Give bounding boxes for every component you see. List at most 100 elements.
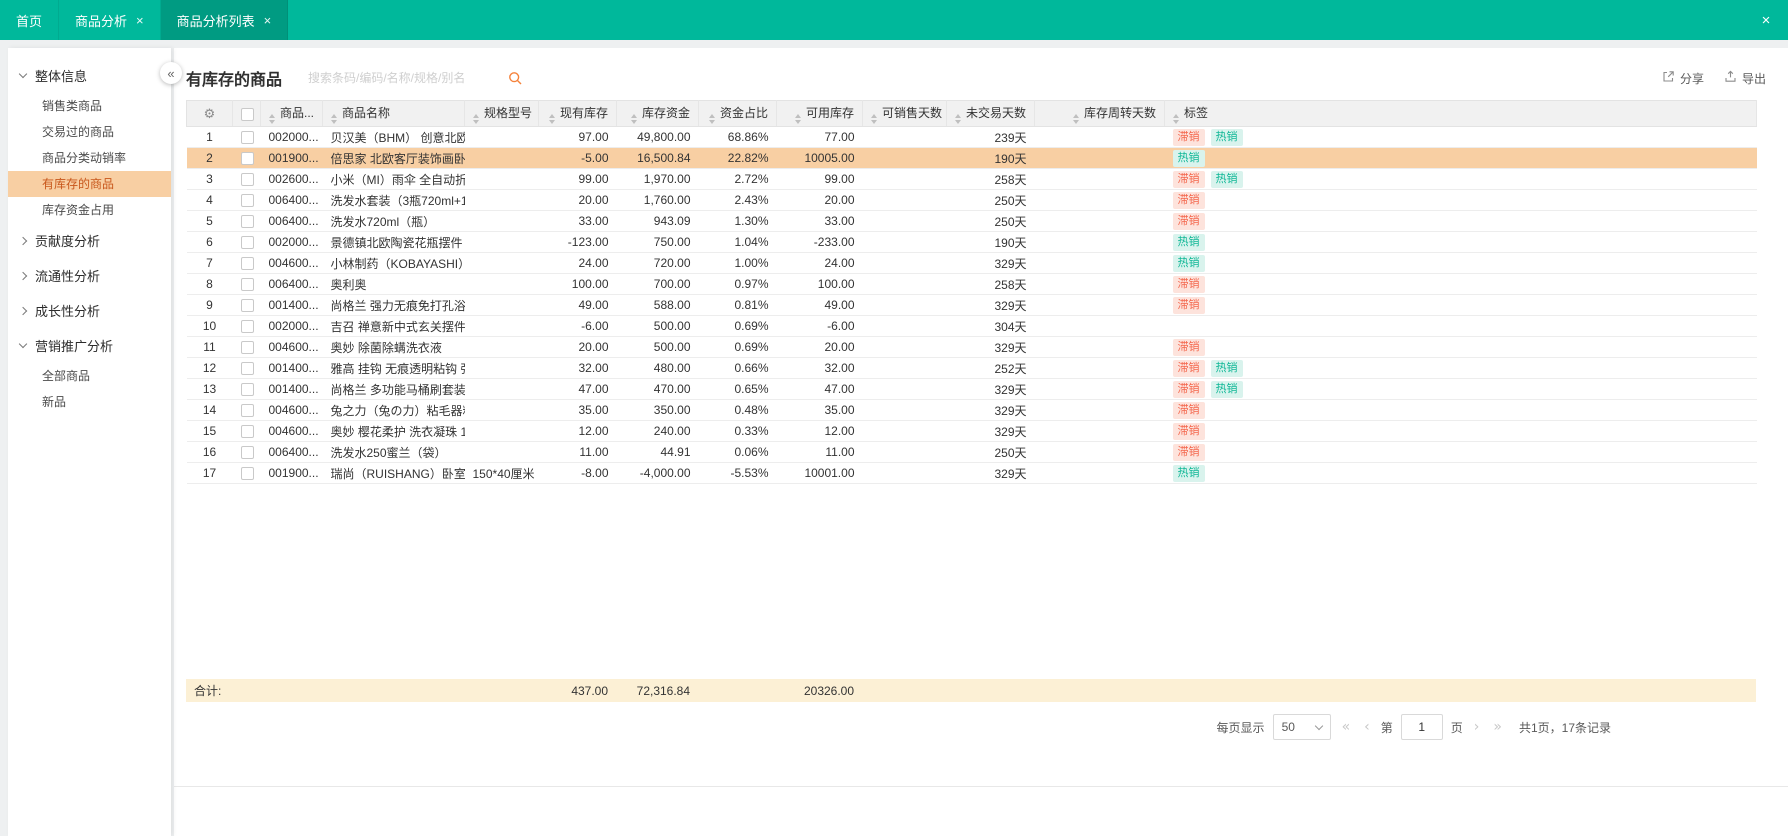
row-checkbox[interactable] [240,236,254,250]
cell-turnover-days [1034,189,1165,211]
sort-desc-icon [269,119,275,124]
column-header-no-trade-days[interactable]: 未交易天数 [946,100,1035,127]
sort-icon[interactable] [630,113,637,124]
sort-icon[interactable] [473,113,479,124]
sidebar-item-category-sell-through[interactable]: 商品分类动销率 [8,145,171,171]
select-all-checkbox[interactable] [241,107,254,121]
column-header-capital[interactable]: 库存资金 [616,100,699,127]
row-checkbox[interactable] [240,299,254,313]
column-header-code[interactable]: 商品... [260,100,323,127]
table-row[interactable]: 3 002600... 小米（MI）雨伞 全自动折叠 99.00 1,970.00 2.7… [186,168,1757,190]
row-checkbox[interactable] [240,362,254,376]
sort-icon[interactable] [1173,113,1179,124]
row-checkbox[interactable] [240,278,254,292]
sidebar-item-sales-products[interactable]: 销售类商品 [8,93,171,119]
row-checkbox[interactable] [240,320,254,334]
row-checkbox[interactable] [240,341,254,355]
tab-product-analysis-list[interactable]: 商品分析列表 × [160,0,289,40]
table-row[interactable]: 14 004600... 兔之力（兔の力）粘毛器粘 35.00 350.00 0.48% 3… [186,399,1757,421]
sidebar-item-overall-info[interactable]: 整体信息 [8,58,171,93]
column-header-turnover-days[interactable]: 库存周转天数 [1034,100,1165,127]
row-checkbox[interactable] [240,404,254,418]
row-checkbox[interactable] [240,215,254,229]
sort-icon[interactable] [331,113,337,124]
prev-page-button[interactable]: ‹ [1364,719,1370,735]
table-row[interactable]: 16 006400... 洗发水250蜜兰（袋） 11.00 44.91 0.06% 11.… [186,441,1757,463]
share-button[interactable]: 分享 [1662,70,1704,87]
row-checkbox[interactable] [240,131,254,145]
table-row[interactable]: 17 001900... 瑞尚（RUISHANG）卧室装 150*40厘米 -8.00-… [186,462,1757,484]
sidebar-item-contribution-analysis[interactable]: 贡献度分析 [8,223,171,258]
column-header-name[interactable]: 商品名称 [322,100,465,127]
cell-tags: 滞销 [1164,189,1757,211]
column-header-spec[interactable]: 规格型号 [464,100,539,127]
row-checkbox[interactable] [240,446,254,460]
table-row[interactable]: 15 004600... 奥妙 樱花柔护 洗衣凝珠 10 12.00 240.00 0.3… [186,420,1757,442]
cell-spec: 150*40厘米 [464,462,539,484]
close-all-tabs-icon[interactable]: × [1761,11,1771,29]
next-page-button[interactable]: › [1473,719,1480,735]
sidebar-item-marketing-analysis[interactable]: 营销推广分析 [8,328,171,363]
last-page-button[interactable]: » [1493,719,1502,735]
first-page-button[interactable]: « [1341,719,1351,735]
table-row[interactable]: 12 001400... 雅高 挂钩 无痕透明粘钩 强 32.00 480.00 0.66… [186,357,1757,379]
table-row[interactable]: 2 001900... 倍思家 北欧客厅装饰画卧室 -5.00 16,500.84 22.… [186,147,1757,169]
sidebar-item-inventory-capital[interactable]: 库存资金占用 [8,197,171,223]
sidebar-collapse-button[interactable]: « [160,62,182,84]
sidebar-item-in-stock-products[interactable]: 有库存的商品 [8,171,171,197]
sidebar-item-new-products[interactable]: 新品 [8,389,171,415]
page-size-select[interactable]: 50 [1272,714,1331,740]
table-row[interactable]: 11 004600... 奥妙 除菌除螨洗衣液 20.00 500.00 0.69% 20.… [186,336,1757,358]
sort-icon[interactable] [794,113,801,124]
search-input[interactable] [308,71,503,85]
row-checkbox[interactable] [240,152,254,166]
cell-code: 004600... [260,420,323,442]
cell-stock: 11.00 [538,441,617,463]
table-row[interactable]: 10 002000... 吉召 禅意新中式玄关摆件客 -6.00 500.00 0.69%… [186,315,1757,337]
tab-home[interactable]: 首页 [0,0,60,40]
tab-product-analysis[interactable]: 商品分析 × [59,0,161,40]
sort-icon[interactable] [269,113,275,124]
row-checkbox[interactable] [240,383,254,397]
sort-desc-icon [331,119,337,124]
table-row[interactable]: 5 006400... 洗发水720ml（瓶） 33.00 943.09 1.30% 33.… [186,210,1757,232]
page-number-input[interactable] [1400,714,1443,740]
export-button[interactable]: 导出 [1724,70,1766,87]
sidebar-item-all-products[interactable]: 全部商品 [8,363,171,389]
column-header-stock[interactable]: 现有库存 [538,100,617,127]
sort-icon[interactable] [708,113,715,124]
column-header-tags[interactable]: 标签 [1164,100,1757,127]
table-row[interactable]: 4006400...洗发水套装（3瓶720ml+1瓶20.001,760.002… [186,189,1757,211]
column-header-select[interactable] [232,100,261,127]
table-row[interactable]: 9 001400... 尚格兰 强力无痕免打孔浴室 49.00 588.00 0.81% 4… [186,294,1757,316]
table-row[interactable]: 6 002000... 景德镇北欧陶瓷花瓶摆件 优 -123.00 750.00 1.04… [186,231,1757,253]
search-icon[interactable] [508,71,523,86]
sort-icon[interactable] [548,113,555,124]
topbar: 首页 商品分析 × 商品分析列表 × × [0,0,1788,40]
column-header-ratio[interactable]: 资金占比 [698,100,777,127]
cell-spec [464,147,539,169]
table-row[interactable]: 8 006400... 奥利奥 100.00 700.00 0.97% 100.00 258天… [186,273,1757,295]
sort-icon[interactable] [1072,113,1079,124]
row-checkbox[interactable] [240,194,254,208]
sort-icon[interactable] [871,113,877,124]
row-checkbox[interactable] [240,257,254,271]
row-checkbox[interactable] [240,425,254,439]
sidebar-item-growth-analysis[interactable]: 成长性分析 [8,293,171,328]
sidebar-item-traded-products[interactable]: 交易过的商品 [8,119,171,145]
row-checkbox[interactable] [240,467,254,481]
sort-icon[interactable] [955,113,961,124]
tab-close-icon[interactable]: × [263,12,272,28]
sidebar-item-liquidity-analysis[interactable]: 流通性分析 [8,258,171,293]
gear-icon[interactable]: ⚙ [203,105,216,121]
row-checkbox[interactable] [240,173,254,187]
table-row[interactable]: 7004600...小林制药（KOBAYASHI）日24.00720.001.0… [186,252,1757,274]
cell-ratio: 22.82% [698,147,777,169]
table-row[interactable]: 1 002000...贝汉美（BHM） 创意北欧陶瓷 97.0049,800.006… [186,126,1757,148]
tab-close-icon[interactable]: × [136,12,144,28]
column-header-sell-days[interactable]: 可销售天数 [862,100,947,127]
column-header-available[interactable]: 可用库存 [776,100,863,127]
cell-no-trade-days: 250天 [946,210,1035,232]
column-header-index[interactable]: ⚙ [186,100,233,127]
